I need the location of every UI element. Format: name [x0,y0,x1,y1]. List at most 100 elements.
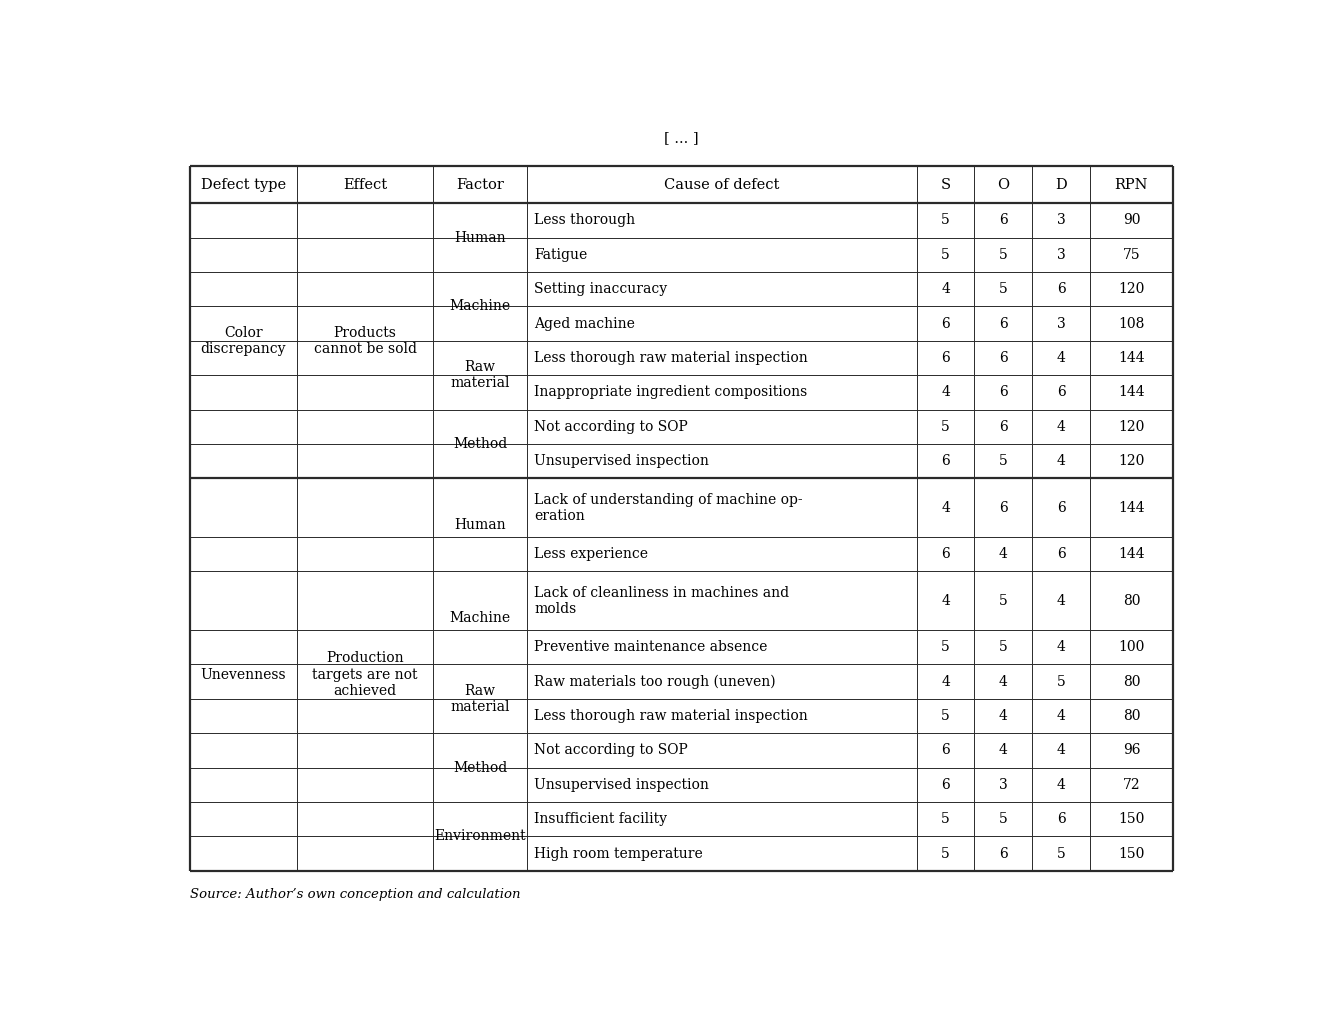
Text: 4: 4 [1057,420,1066,434]
Text: 6: 6 [941,317,949,330]
Text: 75: 75 [1123,248,1140,262]
Text: 5: 5 [941,248,949,262]
Text: 6: 6 [1057,386,1066,399]
Text: Factor: Factor [455,177,504,192]
Text: 5: 5 [1057,674,1066,688]
Text: 144: 144 [1119,386,1145,399]
Text: 5: 5 [998,813,1008,826]
Text: 4: 4 [1057,744,1066,757]
Text: Cause of defect: Cause of defect [663,177,780,192]
Text: 5: 5 [998,594,1008,607]
Text: Lack of understanding of machine op-
eration: Lack of understanding of machine op- era… [535,492,804,523]
Text: Lack of cleanliness in machines and
molds: Lack of cleanliness in machines and mold… [535,586,789,616]
Text: Production
targets are not
achieved: Production targets are not achieved [312,652,418,698]
Text: Effect: Effect [343,177,387,192]
Text: 5: 5 [998,282,1008,297]
Text: 6: 6 [941,547,949,561]
Text: 4: 4 [998,744,1008,757]
Text: 6: 6 [1057,813,1066,826]
Text: High room temperature: High room temperature [535,846,703,861]
Text: 6: 6 [941,351,949,365]
Text: 5: 5 [941,846,949,861]
Text: 4: 4 [941,674,951,688]
Text: Color
discrepancy: Color discrepancy [201,325,286,356]
Text: 4: 4 [941,282,951,297]
Text: 4: 4 [998,674,1008,688]
Text: 4: 4 [1057,640,1066,655]
Text: Preventive maintenance absence: Preventive maintenance absence [535,640,768,655]
Text: Products
cannot be sold: Products cannot be sold [314,325,417,356]
Text: Raw materials too rough (uneven): Raw materials too rough (uneven) [535,674,776,688]
Text: Inappropriate ingredient compositions: Inappropriate ingredient compositions [535,386,808,399]
Text: Unsupervised inspection: Unsupervised inspection [535,778,710,792]
Text: 5: 5 [941,640,949,655]
Text: Aged machine: Aged machine [535,317,636,330]
Text: 6: 6 [998,501,1008,515]
Text: Human: Human [454,518,506,531]
Text: 4: 4 [998,547,1008,561]
Text: Machine: Machine [449,300,511,313]
Text: 6: 6 [1057,501,1066,515]
Text: 6: 6 [1057,282,1066,297]
Text: Insufficient facility: Insufficient facility [535,813,667,826]
Text: 4: 4 [1057,455,1066,468]
Text: 6: 6 [998,351,1008,365]
Text: 5: 5 [998,455,1008,468]
Text: 150: 150 [1119,813,1145,826]
Text: 5: 5 [998,248,1008,262]
Text: Less experience: Less experience [535,547,649,561]
Text: 6: 6 [941,778,949,792]
Text: Not according to SOP: Not according to SOP [535,420,688,434]
Text: 108: 108 [1119,317,1145,330]
Text: Raw
material: Raw material [450,360,510,390]
Text: 96: 96 [1123,744,1140,757]
Text: 90: 90 [1123,213,1140,228]
Text: 3: 3 [1057,317,1066,330]
Text: 80: 80 [1123,594,1140,607]
Text: Less thorough raw material inspection: Less thorough raw material inspection [535,351,808,365]
Text: 4: 4 [1057,351,1066,365]
Text: 5: 5 [941,420,949,434]
Text: 144: 144 [1119,547,1145,561]
Text: S: S [940,177,951,192]
Text: 120: 120 [1119,455,1145,468]
Text: 100: 100 [1119,640,1145,655]
Text: Source: Author’s own conception and calculation: Source: Author’s own conception and calc… [191,887,520,901]
Text: 6: 6 [941,455,949,468]
Text: 4: 4 [1057,778,1066,792]
Text: Machine: Machine [449,610,511,625]
Text: 5: 5 [941,709,949,723]
Text: 80: 80 [1123,709,1140,723]
Text: 80: 80 [1123,674,1140,688]
Text: 144: 144 [1119,351,1145,365]
Text: RPN: RPN [1115,177,1148,192]
Text: Less thorough raw material inspection: Less thorough raw material inspection [535,709,808,723]
Text: [ ... ]: [ ... ] [665,130,699,145]
Text: Defect type: Defect type [201,177,286,192]
Text: 3: 3 [1057,248,1066,262]
Text: 4: 4 [941,386,951,399]
Text: 5: 5 [1057,846,1066,861]
Text: 4: 4 [1057,709,1066,723]
Text: 4: 4 [998,709,1008,723]
Text: 72: 72 [1123,778,1140,792]
Text: 6: 6 [998,386,1008,399]
Text: 6: 6 [941,744,949,757]
Text: 6: 6 [998,213,1008,228]
Text: Raw
material: Raw material [450,683,510,714]
Text: 5: 5 [941,213,949,228]
Text: 3: 3 [998,778,1008,792]
Text: Less thorough: Less thorough [535,213,636,228]
Text: Fatigue: Fatigue [535,248,588,262]
Text: Environment: Environment [434,829,526,843]
Text: 6: 6 [1057,547,1066,561]
Text: 6: 6 [998,420,1008,434]
Text: Unevenness: Unevenness [201,668,286,681]
Text: D: D [1055,177,1067,192]
Text: Setting inaccuracy: Setting inaccuracy [535,282,667,297]
Text: 4: 4 [1057,594,1066,607]
Text: Unsupervised inspection: Unsupervised inspection [535,455,710,468]
Text: 120: 120 [1119,282,1145,297]
Text: Not according to SOP: Not according to SOP [535,744,688,757]
Text: 144: 144 [1119,501,1145,515]
